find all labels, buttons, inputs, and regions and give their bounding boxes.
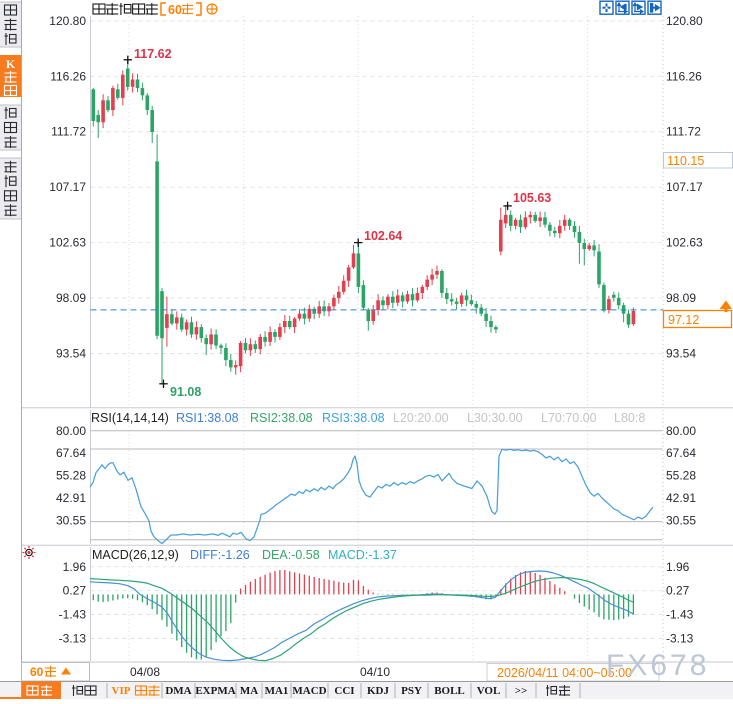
svg-text:MA: MA (240, 685, 258, 697)
svg-text:L80:8: L80:8 (614, 411, 645, 425)
svg-text:RSI3:38.08: RSI3:38.08 (322, 411, 385, 425)
svg-text:-1.43: -1.43 (666, 608, 694, 622)
svg-text:42.91: 42.91 (56, 491, 86, 505)
svg-text:BOLL: BOLL (434, 685, 465, 697)
svg-text:93.54: 93.54 (56, 347, 86, 361)
svg-text:RSI(14,14,14): RSI(14,14,14) (91, 411, 169, 425)
svg-text:-3.13: -3.13 (59, 632, 87, 646)
svg-text:KDJ: KDJ (367, 685, 390, 697)
svg-text:1.96: 1.96 (63, 560, 87, 574)
svg-text:-1.43: -1.43 (59, 608, 87, 622)
svg-text:98.09: 98.09 (56, 291, 86, 305)
svg-text:111.72: 111.72 (51, 125, 86, 139)
svg-text:L30:30.00: L30:30.00 (467, 411, 523, 425)
svg-text:04/08: 04/08 (130, 665, 160, 679)
svg-text:102.63: 102.63 (49, 236, 86, 250)
svg-text:EXPMA: EXPMA (195, 685, 235, 697)
svg-text:30.55: 30.55 (56, 514, 86, 528)
svg-text:DIFF:-1.26: DIFF:-1.26 (190, 548, 250, 562)
svg-text:111.72: 111.72 (666, 125, 701, 139)
svg-text:55.28: 55.28 (56, 469, 86, 483)
svg-text:67.64: 67.64 (666, 446, 696, 460)
svg-text:98.09: 98.09 (666, 291, 696, 305)
svg-text:0.27: 0.27 (666, 584, 690, 598)
svg-text:117.62: 117.62 (134, 47, 172, 61)
svg-text:1.96: 1.96 (666, 560, 690, 574)
svg-text:L70:70.00: L70:70.00 (541, 411, 597, 425)
svg-text:60: 60 (30, 665, 44, 679)
svg-text:80.00: 80.00 (56, 424, 86, 438)
svg-text:CCI: CCI (334, 685, 354, 697)
svg-text:0.27: 0.27 (63, 584, 87, 598)
svg-text:MACD(26,12,9): MACD(26,12,9) (92, 548, 179, 562)
svg-text:MACD:-1.37: MACD:-1.37 (328, 548, 397, 562)
svg-text:110.15: 110.15 (667, 154, 704, 168)
svg-text:FX678: FX678 (606, 649, 709, 682)
svg-text:107.17: 107.17 (666, 180, 703, 194)
svg-text:116.26: 116.26 (666, 69, 702, 83)
svg-text:97.12: 97.12 (668, 313, 699, 327)
svg-text:91.08: 91.08 (170, 385, 201, 399)
svg-text:DEA:-0.58: DEA:-0.58 (262, 548, 320, 562)
svg-text:120.80: 120.80 (49, 14, 86, 28)
svg-text:L20:20.00: L20:20.00 (393, 411, 449, 425)
svg-text:2026/04/11 04:00~05:00: 2026/04/11 04:00~05:00 (497, 666, 632, 680)
svg-text:105.63: 105.63 (513, 191, 551, 205)
svg-text:116.26: 116.26 (50, 69, 86, 83)
svg-text:42.91: 42.91 (666, 491, 696, 505)
svg-text:VIP: VIP (112, 685, 131, 697)
svg-text:30.55: 30.55 (666, 514, 696, 528)
svg-text:80.00: 80.00 (666, 424, 696, 438)
svg-text:MA1: MA1 (265, 685, 289, 697)
svg-text:MACD: MACD (292, 685, 326, 697)
svg-text:107.17: 107.17 (49, 180, 86, 194)
svg-text:102.63: 102.63 (666, 236, 703, 250)
svg-text:DMA: DMA (165, 685, 191, 697)
svg-text:PSY: PSY (401, 685, 422, 697)
svg-text:K: K (6, 57, 16, 71)
svg-text:102.64: 102.64 (364, 229, 402, 243)
svg-text:-3.13: -3.13 (666, 632, 694, 646)
svg-text:55.28: 55.28 (666, 469, 696, 483)
svg-text:60: 60 (168, 3, 182, 17)
svg-text:93.54: 93.54 (666, 347, 696, 361)
svg-text:RSI2:38.08: RSI2:38.08 (250, 411, 313, 425)
svg-text:120.80: 120.80 (666, 14, 703, 28)
svg-text:67.64: 67.64 (56, 446, 86, 460)
svg-text:RSI1:38.08: RSI1:38.08 (176, 411, 239, 425)
svg-text:04/10: 04/10 (360, 665, 390, 679)
svg-text:>>: >> (515, 685, 528, 697)
svg-text:VOL: VOL (477, 685, 501, 697)
